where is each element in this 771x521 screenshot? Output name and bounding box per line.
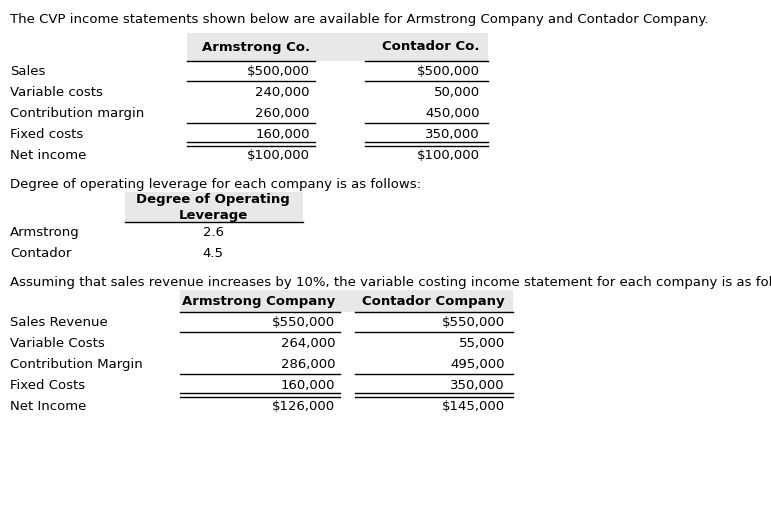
Text: 286,000: 286,000 (281, 358, 335, 371)
Bar (125, 192, 303, 222)
Text: 2.6: 2.6 (203, 226, 224, 239)
Text: 160,000: 160,000 (281, 379, 335, 392)
Text: $550,000: $550,000 (272, 316, 335, 329)
Text: Armstrong: Armstrong (10, 226, 79, 239)
Text: Degree of operating leverage for each company is as follows:: Degree of operating leverage for each co… (10, 178, 421, 191)
Text: 160,000: 160,000 (255, 128, 310, 141)
Text: Sales: Sales (10, 65, 45, 78)
Text: 350,000: 350,000 (450, 379, 505, 392)
Bar (187, 33, 488, 61)
Text: Degree of Operating
Leverage: Degree of Operating Leverage (136, 192, 290, 221)
Text: $145,000: $145,000 (442, 400, 505, 413)
Text: 350,000: 350,000 (426, 128, 480, 141)
Text: Variable Costs: Variable Costs (10, 337, 105, 350)
Text: $100,000: $100,000 (247, 149, 310, 162)
Text: Contribution Margin: Contribution Margin (10, 358, 143, 371)
Text: Contador: Contador (10, 247, 72, 260)
Text: Contador Company: Contador Company (362, 294, 505, 307)
Text: $500,000: $500,000 (417, 65, 480, 78)
Text: Assuming that sales revenue increases by 10%, the variable costing income statem: Assuming that sales revenue increases by… (10, 276, 771, 289)
Text: Variable costs: Variable costs (10, 86, 103, 99)
Text: Armstrong Company: Armstrong Company (182, 294, 335, 307)
Text: Net Income: Net Income (10, 400, 86, 413)
Text: Fixed Costs: Fixed Costs (10, 379, 85, 392)
Text: $500,000: $500,000 (247, 65, 310, 78)
Text: $126,000: $126,000 (272, 400, 335, 413)
Text: 240,000: 240,000 (255, 86, 310, 99)
Text: $550,000: $550,000 (442, 316, 505, 329)
Text: 50,000: 50,000 (434, 86, 480, 99)
Text: Fixed costs: Fixed costs (10, 128, 83, 141)
Text: 4.5: 4.5 (203, 247, 224, 260)
Text: 495,000: 495,000 (450, 358, 505, 371)
Text: Sales Revenue: Sales Revenue (10, 316, 108, 329)
Text: Armstrong Co.: Armstrong Co. (202, 41, 310, 54)
Text: The CVP income statements shown below are available for Armstrong Company and Co: The CVP income statements shown below ar… (10, 13, 709, 26)
Text: 260,000: 260,000 (255, 107, 310, 120)
Text: Contribution margin: Contribution margin (10, 107, 144, 120)
Text: 450,000: 450,000 (426, 107, 480, 120)
Text: $100,000: $100,000 (417, 149, 480, 162)
Text: 55,000: 55,000 (459, 337, 505, 350)
Text: 264,000: 264,000 (281, 337, 335, 350)
Text: Contador Co.: Contador Co. (382, 41, 480, 54)
Bar (180, 290, 513, 312)
Text: Net income: Net income (10, 149, 86, 162)
